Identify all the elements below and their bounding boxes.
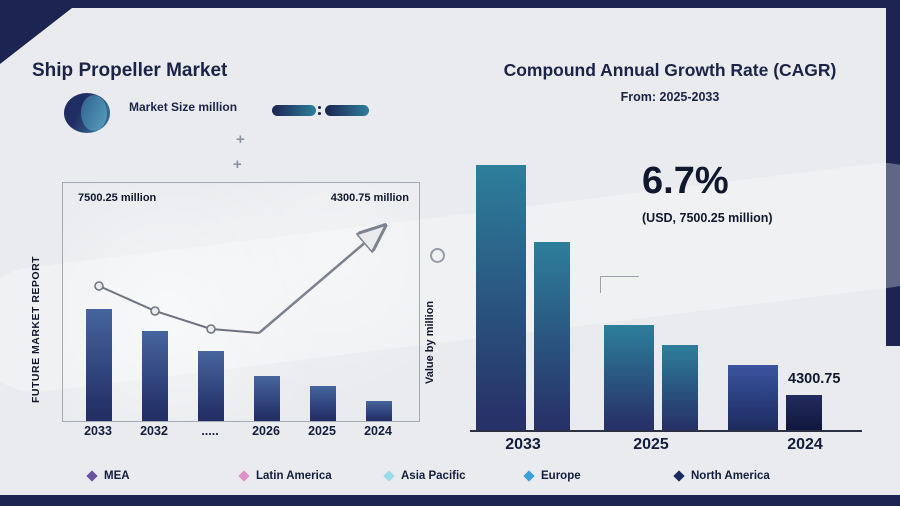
x-axis-label-2025: 2025 [308, 424, 336, 438]
market-size-icon [64, 93, 110, 133]
x-axis-line [470, 430, 862, 432]
market-size-bar-2032 [142, 331, 168, 421]
left-chart-x-axis: 2033 2032..... 2026 2025 2024 [62, 424, 418, 438]
market-size-bar-2033 [86, 309, 112, 421]
legend-diamond-icon [673, 470, 685, 482]
right-panel-title: Compound Annual Growth Rate (CAGR) [503, 60, 837, 80]
top-border-bar [0, 0, 900, 8]
cagr-bar-2024-2 [786, 395, 822, 430]
value-by-million-label: Value by million [424, 300, 436, 384]
x-axis-label-2024: 2024 [364, 424, 392, 438]
value-annotation: 4300.75 [788, 371, 841, 387]
x-axis-label-.....: ..... [201, 424, 219, 438]
market-size-bar-2025 [310, 386, 336, 421]
legend-diamond-icon [86, 470, 98, 482]
market-size-bar-2024 [366, 401, 392, 421]
cagr-axis-label-2025: 2025 [633, 436, 669, 453]
bottom-border-bar [0, 495, 900, 506]
decorative-pill-2 [325, 105, 369, 116]
cagr-note: (USD, 7500.25 million) [642, 211, 773, 225]
cagr-bar-2025-1 [604, 325, 654, 430]
corner-triangle-decoration [0, 8, 72, 64]
market-size-bar-2026 [254, 376, 280, 421]
right-panel-subtitle: From: 2025-2033 [620, 90, 720, 104]
legend-label: Latin America [256, 470, 332, 482]
legend-label: Asia Pacific [401, 470, 466, 482]
cagr-bar-2033-2 [534, 242, 570, 430]
cagr-axis-label-2033: 2033 [505, 436, 541, 453]
plus-decoration-2: + [233, 156, 242, 173]
cagr-bar-2025-2 [662, 345, 698, 430]
x-axis-label-2032: 2032 [140, 424, 168, 438]
legend-diamond-icon [383, 470, 395, 482]
chart-annotation-right: 4300.75 million [330, 192, 409, 204]
market-size-icon-face [81, 95, 107, 131]
market-size-bars [63, 183, 419, 421]
market-size-bar-..... [198, 351, 224, 421]
market-size-legend-label: Market Size million [129, 100, 238, 114]
future-market-report-label: FUTURE MARKET REPORT [30, 255, 42, 403]
legend-item-asia-pacific: Asia Pacific [383, 470, 466, 482]
region-legend: MEA Latin America Asia Pacific Europe North … [0, 466, 900, 488]
pill-separator-dots [318, 106, 321, 115]
legend-label: Europe [541, 470, 581, 482]
cagr-axis-label-2024: 2024 [787, 436, 823, 453]
decorative-pill-1 [272, 105, 316, 116]
cagr-bar-2024-1 [728, 365, 778, 430]
legend-item-mea: MEA [86, 470, 130, 482]
legend-item-north-america: North America [673, 470, 770, 482]
trend-line-arrow [94, 183, 419, 334]
x-axis-label-2026: 2026 [252, 424, 280, 438]
legend-label: North America [691, 470, 770, 482]
legend-label: MEA [104, 470, 130, 482]
x-axis-label-2033: 2033 [84, 424, 112, 438]
left-panel-title: Ship Propeller Market [32, 60, 228, 81]
legend-diamond-icon [238, 470, 250, 482]
bracket-decoration [600, 276, 639, 293]
cagr-chart: 2033 2025 2024 [470, 150, 870, 456]
legend-diamond-icon [523, 470, 535, 482]
cagr-value: 6.7% [642, 160, 729, 202]
market-size-chart: 7500.25 million 4300.75 million [62, 182, 420, 422]
plus-decoration-1: + [236, 131, 245, 148]
right-border-bar [886, 8, 900, 346]
legend-item-europe: Europe [523, 470, 581, 482]
chart-annotation-left: 7500.25 million [78, 192, 157, 204]
circle-decoration [430, 248, 445, 263]
cagr-bar-2033-1 [476, 165, 526, 430]
legend-item-latin-america: Latin America [238, 470, 332, 482]
